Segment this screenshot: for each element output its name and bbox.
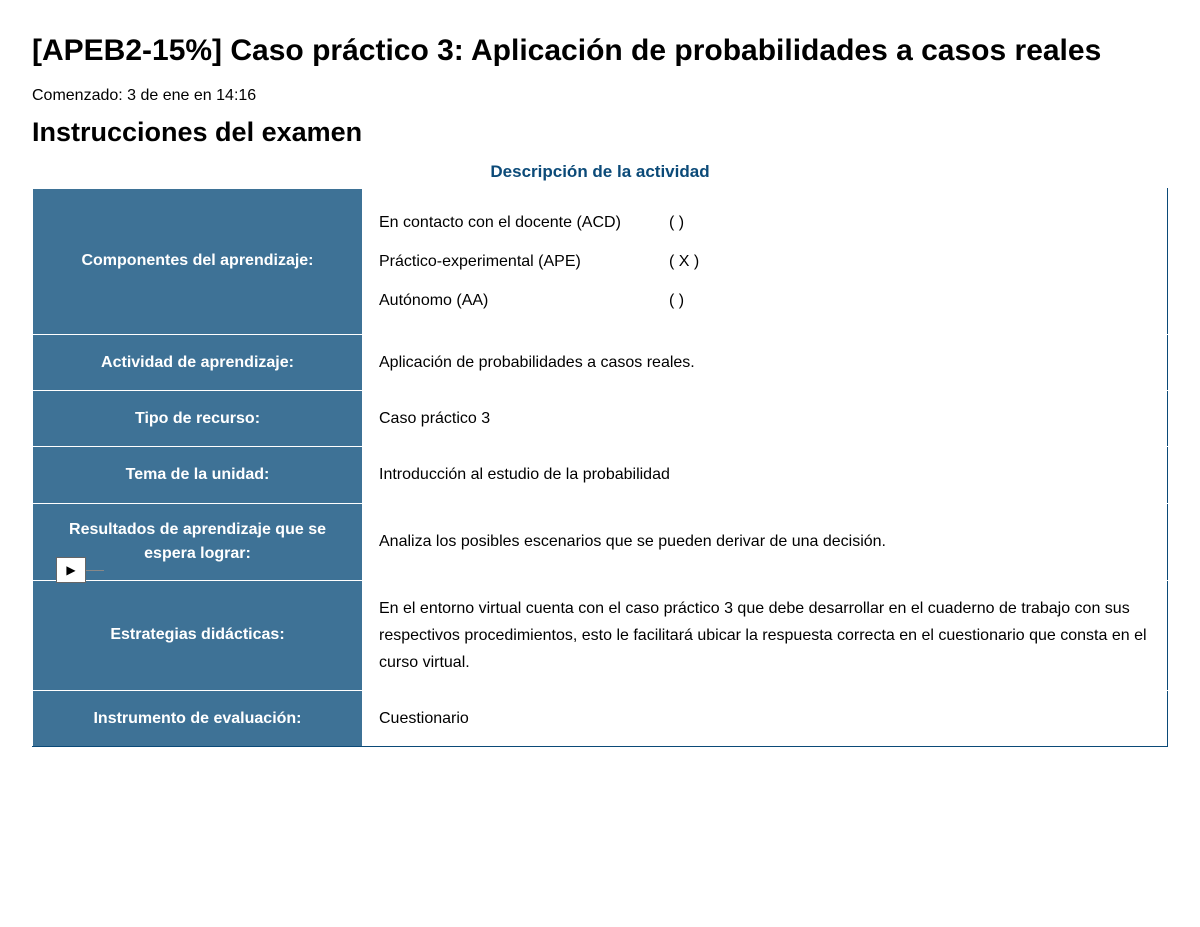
component-item-mark: ( X ) <box>669 248 699 275</box>
table-row: Resultados de aprendizaje que se espera … <box>33 503 1168 580</box>
component-item-mark: ( ) <box>669 287 684 314</box>
table-row: Tema de la unidad: Introducción al estud… <box>33 447 1168 503</box>
table-row: Instrumento de evaluación: Cuestionario <box>33 691 1168 747</box>
row-value-tema: Introducción al estudio de la probabilid… <box>363 447 1168 503</box>
play-icon: ▶ <box>66 563 75 577</box>
component-item-label: Autónomo (AA) <box>379 287 669 314</box>
table-row: Estrategias didácticas: En el entorno vi… <box>33 580 1168 691</box>
row-value-actividad: Aplicación de probabilidades a casos rea… <box>363 335 1168 391</box>
row-value-tipo: Caso práctico 3 <box>363 391 1168 447</box>
table-row: Componentes del aprendizaje: En contacto… <box>33 188 1168 335</box>
row-label-tema: Tema de la unidad: <box>33 447 363 503</box>
page-title: [APEB2-15%] Caso práctico 3: Aplicación … <box>32 28 1168 75</box>
row-label-tipo: Tipo de recurso: <box>33 391 363 447</box>
row-label-actividad: Actividad de aprendizaje: <box>33 335 363 391</box>
row-label-instrumento: Instrumento de evaluación: <box>33 691 363 747</box>
row-value-estrategias: En el entorno virtual cuenta con el caso… <box>363 580 1168 691</box>
table-row: Tipo de recurso: Caso práctico 3 <box>33 391 1168 447</box>
description-table: Componentes del aprendizaje: En contacto… <box>32 188 1168 748</box>
component-item-label: Práctico-experimental (APE) <box>379 248 669 275</box>
started-label: Comenzado: <box>32 87 123 104</box>
row-label-estrategias: Estrategias didácticas: <box>33 580 363 691</box>
table-row: Actividad de aprendizaje: Aplicación de … <box>33 335 1168 391</box>
started-line: Comenzado: 3 de ene en 14:16 <box>32 87 1168 105</box>
section-title: Instrucciones del examen <box>32 117 1168 148</box>
row-value-instrumento: Cuestionario <box>363 691 1168 747</box>
table-caption: Descripción de la actividad <box>32 162 1168 182</box>
row-value-componentes: En contacto con el docente (ACD) ( ) Prá… <box>363 188 1168 335</box>
page-container: [APEB2-15%] Caso práctico 3: Aplicación … <box>32 28 1168 747</box>
row-label-componentes: Componentes del aprendizaje: <box>33 188 363 335</box>
expand-sidebar-button[interactable]: ▶ <box>56 557 86 583</box>
row-value-resultados: Analiza los posibles escenarios que se p… <box>363 503 1168 580</box>
component-item-mark: ( ) <box>669 209 684 236</box>
started-value: 3 de ene en 14:16 <box>127 87 256 104</box>
component-item-label: En contacto con el docente (ACD) <box>379 209 669 236</box>
